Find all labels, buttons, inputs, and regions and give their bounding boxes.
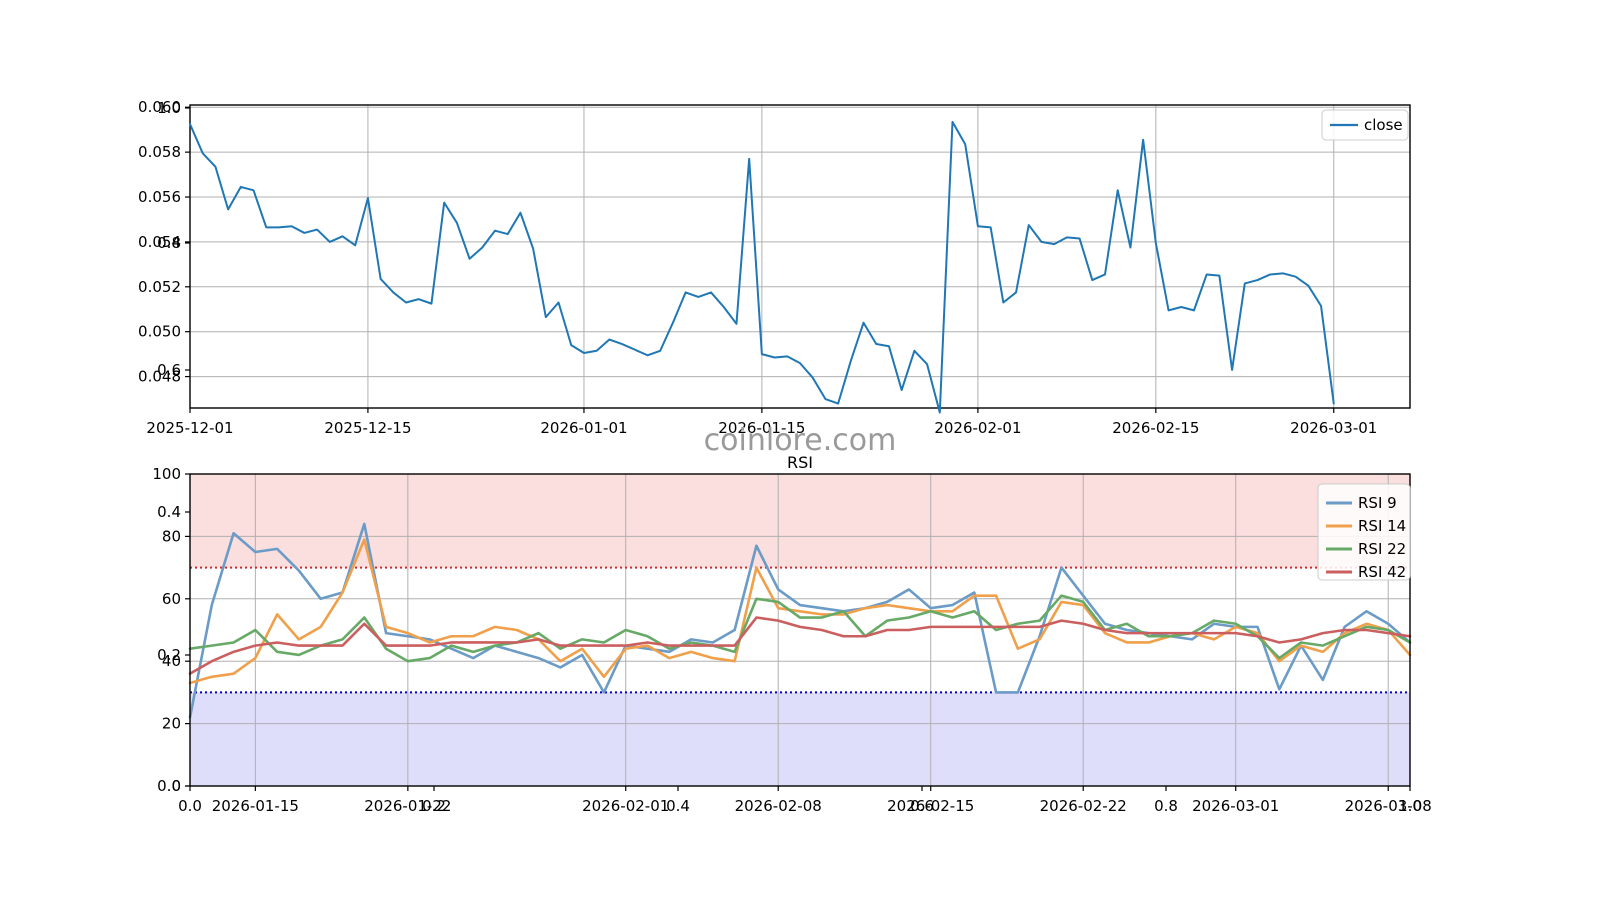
- price-plot-frame: [189, 104, 1411, 409]
- rsi-twin-ytick-label: 0.2: [157, 646, 181, 664]
- price-xtick-label: 2025-12-01: [146, 419, 233, 437]
- price-xtick-label: 2026-01-15: [718, 419, 805, 437]
- rsi-legend[interactable]: RSI 9 RSI 14 RSI 22 RSI 42: [1317, 483, 1411, 581]
- price-ytick-label: 0.048: [138, 368, 181, 386]
- rsi-legend-box: [1317, 483, 1411, 581]
- rsi-xtick-label: 2026-02-22: [1040, 797, 1127, 815]
- rsi-series-rsi-9: [188, 522, 1412, 719]
- rsi-xtick-label: 2026-03-01: [1192, 797, 1279, 815]
- price-ytick-label: 0.058: [138, 143, 181, 161]
- price-ytick-label: 0.056: [138, 188, 181, 206]
- rsi-ytick-label: 80: [162, 527, 181, 545]
- rsi-legend-label: RSI 22: [1358, 540, 1406, 558]
- rsi-twin-xtick-label: 0.6: [910, 797, 934, 815]
- price-xtick-label: 2026-03-01: [1290, 419, 1377, 437]
- rsi-twin-xtick-label: 0.8: [1154, 797, 1178, 815]
- rsi-plot-frame: [189, 473, 1411, 787]
- price-xtick-label: 2026-01-01: [540, 419, 627, 437]
- price-series-close: [189, 120, 1335, 414]
- rsi-series-rsi-22: [188, 594, 1412, 663]
- price-ytick-label: 0.050: [138, 323, 181, 341]
- price-ytick-label: 0.060: [138, 98, 181, 116]
- price-legend-box: [1321, 109, 1409, 141]
- rsi-ytick-label: 0: [171, 777, 181, 795]
- rsi-legend-label: RSI 14: [1358, 517, 1406, 535]
- rsi-twin-ytick-label: 0.0: [157, 777, 181, 795]
- rsi-ytick-label: 20: [162, 715, 181, 733]
- rsi-xtick-label: 2026-01-15: [212, 797, 299, 815]
- rsi-xtick-label: 2026-03-08: [1345, 797, 1432, 815]
- rsi-series-rsi-14: [188, 538, 1412, 685]
- rsi-twin-xtick-label: 0.4: [666, 797, 690, 815]
- price-axes: 0.048 0.050 0.052 0.054 0.056 0.058 0.060 0.6 0.…: [138, 98, 1411, 437]
- price-twin-ytick-label: 0.8: [157, 234, 181, 252]
- rsi-panel-title: RSI: [787, 453, 813, 472]
- price-legend[interactable]: close: [1321, 109, 1409, 141]
- rsi-series-rsi-42: [188, 616, 1412, 675]
- rsi-twin-xtick-label: 0.2: [422, 797, 446, 815]
- rsi-xtick-label: 2026-02-08: [735, 797, 822, 815]
- rsi-oversold-band: [190, 692, 1410, 786]
- rsi-ytick-label: 100: [152, 465, 181, 483]
- rsi-legend-label: RSI 9: [1358, 494, 1397, 512]
- rsi-overbought-band: [190, 474, 1410, 568]
- price-twin-ytick-label: 1.0: [157, 99, 181, 117]
- price-twin-ytick-label: 0.6: [157, 361, 181, 379]
- price-ytick-label: 0.054: [138, 233, 181, 251]
- price-legend-label: close: [1364, 116, 1403, 134]
- rsi-ytick-label: 60: [162, 590, 181, 608]
- price-xtick-label: 2025-12-15: [324, 419, 411, 437]
- watermark: coinlore.com: [704, 423, 897, 458]
- rsi-xtick-label: 2026-02-01: [582, 797, 669, 815]
- rsi-xtick-label: 2026-02-15: [887, 797, 974, 815]
- rsi-ytick-label: 40: [162, 652, 181, 670]
- price-ytick-label: 0.052: [138, 278, 181, 296]
- price-xtick-label: 2026-02-15: [1112, 419, 1199, 437]
- price-xtick-label: 2026-02-01: [934, 419, 1021, 437]
- rsi-legend-label: RSI 42: [1358, 563, 1406, 581]
- rsi-twin-xtick-label: 0.0: [178, 797, 202, 815]
- rsi-twin-xtick-label: 1.0: [1398, 797, 1422, 815]
- rsi-xtick-label: 2026-01-22: [364, 797, 451, 815]
- rsi-axes: 0 20 40 60 80 100 0.0 0.2 0.4 2026-01-15 2026-01-2…: [152, 465, 1431, 815]
- rsi-twin-ytick-label: 0.4: [157, 503, 181, 521]
